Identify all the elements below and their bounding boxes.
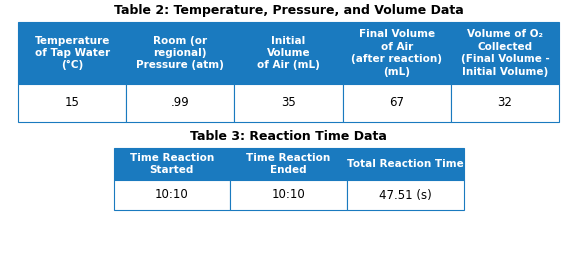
Bar	[234, 84, 343, 122]
Text: Time Reaction
Started: Time Reaction Started	[130, 153, 214, 175]
Bar	[451, 22, 559, 84]
Bar	[343, 22, 451, 84]
Bar	[451, 84, 559, 122]
Text: .99: .99	[171, 97, 190, 109]
Bar	[126, 22, 234, 84]
Bar	[114, 148, 230, 180]
Text: Time Reaction
Ended: Time Reaction Ended	[246, 153, 331, 175]
Text: Room (or
regional)
Pressure (atm): Room (or regional) Pressure (atm)	[136, 36, 224, 70]
Text: 15: 15	[65, 97, 80, 109]
Text: Table 3: Reaction Time Data: Table 3: Reaction Time Data	[190, 130, 387, 143]
Text: Table 2: Temperature, Pressure, and Volume Data: Table 2: Temperature, Pressure, and Volu…	[114, 4, 463, 17]
Bar	[347, 148, 463, 180]
Bar	[230, 180, 347, 210]
Bar	[114, 180, 230, 210]
Text: 47.51 (s): 47.51 (s)	[379, 189, 432, 201]
Text: 35: 35	[281, 97, 296, 109]
Bar	[234, 22, 343, 84]
Bar	[343, 84, 451, 122]
Text: 67: 67	[389, 97, 404, 109]
Bar	[347, 180, 463, 210]
Text: 10:10: 10:10	[272, 189, 305, 201]
Text: Final Volume
of Air
(after reaction)
(mL): Final Volume of Air (after reaction) (mL…	[351, 29, 442, 77]
Text: 10:10: 10:10	[155, 189, 189, 201]
Bar	[126, 84, 234, 122]
Bar	[230, 148, 347, 180]
Text: Initial
Volume
of Air (mL): Initial Volume of Air (mL)	[257, 36, 320, 70]
Text: Temperature
of Tap Water
(°C): Temperature of Tap Water (°C)	[35, 35, 110, 71]
Text: Volume of O₂
Collected
(Final Volume -
Initial Volume): Volume of O₂ Collected (Final Volume - I…	[460, 29, 549, 77]
Text: 32: 32	[497, 97, 512, 109]
Bar	[18, 84, 126, 122]
Text: Total Reaction Time: Total Reaction Time	[347, 159, 463, 169]
Bar	[18, 22, 126, 84]
